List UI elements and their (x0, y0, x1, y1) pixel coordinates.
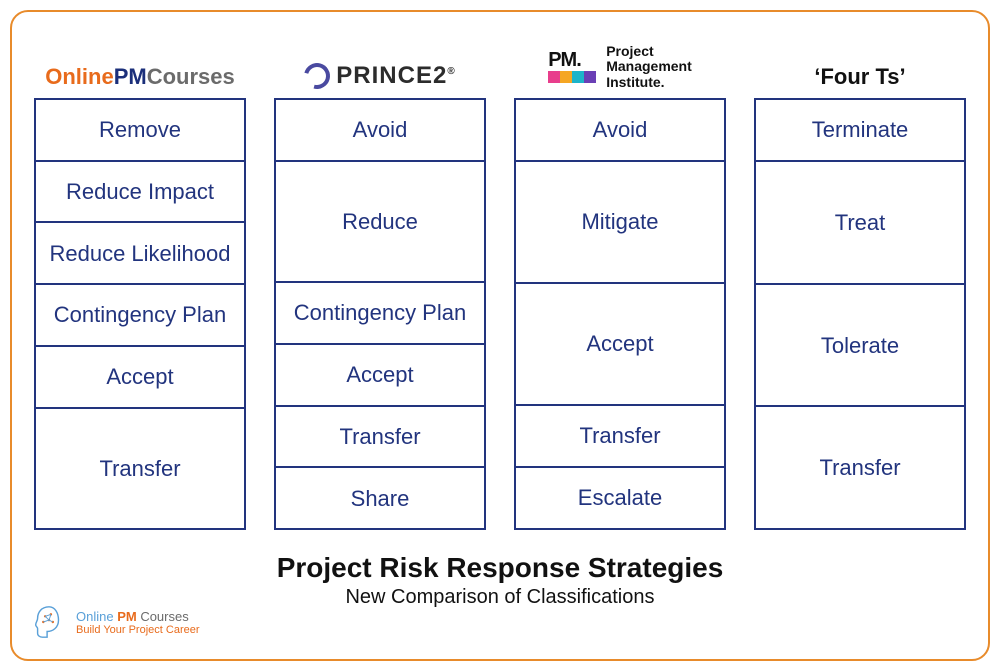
cell-fourts: Treat (756, 160, 964, 283)
columns-container: OnlinePMCoursesRemoveReduce ImpactReduce… (34, 30, 966, 530)
cell-pmi: Escalate (516, 466, 724, 528)
prince2-swirl-icon (300, 58, 336, 94)
column-header-fourts: ‘Four Ts’ (754, 30, 966, 90)
titles-block: Project Risk Response Strategies New Com… (34, 552, 966, 609)
opm-logo-text: OnlinePMCourses (45, 64, 235, 90)
column-fourts: ‘Four Ts’ TerminateTreatTolerateTransfer (754, 30, 966, 530)
fourts-label: ‘Four Ts’ (814, 64, 905, 90)
cell-pmi: Avoid (516, 100, 724, 160)
column-pmi: PM.ProjectManagementInstitute. AvoidMitig… (514, 30, 726, 530)
cell-opm: Transfer (36, 407, 244, 528)
cell-prince2: Reduce (276, 160, 484, 281)
cell-fourts: Terminate (756, 100, 964, 160)
cell-pmi: Accept (516, 282, 724, 404)
cell-prince2: Accept (276, 343, 484, 405)
column-prince2: PRINCE2® AvoidReduceContingency PlanAccep… (274, 30, 486, 530)
cell-prince2: Share (276, 466, 484, 528)
cell-pmi: Transfer (516, 404, 724, 466)
cell-prince2: Contingency Plan (276, 281, 484, 343)
cell-opm: Contingency Plan (36, 283, 244, 345)
cell-opm: Accept (36, 345, 244, 407)
cell-opm: Reduce Impact (36, 160, 244, 222)
column-header-opm: OnlinePMCourses (34, 30, 246, 90)
pmi-logo: PM.ProjectManagementInstitute. (548, 44, 692, 90)
pmi-bars-icon (548, 71, 596, 83)
main-title: Project Risk Response Strategies (34, 552, 966, 584)
footer-line1: Online PM Courses (76, 609, 200, 624)
footer-line2: Build Your Project Career (76, 624, 200, 636)
stack-prince2: AvoidReduceContingency PlanAcceptTransfe… (274, 98, 486, 530)
cell-opm: Remove (36, 100, 244, 160)
cell-opm: Reduce Likelihood (36, 221, 244, 283)
prince2-logo: PRINCE2® (304, 62, 455, 90)
stack-pmi: AvoidMitigateAcceptTransferEscalate (514, 98, 726, 530)
cell-prince2: Transfer (276, 405, 484, 467)
footer-logo: Online PM Courses Build Your Project Car… (30, 603, 200, 641)
footer-text: Online PM Courses Build Your Project Car… (76, 609, 200, 636)
cell-fourts: Transfer (756, 405, 964, 528)
cell-pmi: Mitigate (516, 160, 724, 282)
stack-fourts: TerminateTreatTolerateTransfer (754, 98, 966, 530)
column-header-pmi: PM.ProjectManagementInstitute. (514, 30, 726, 90)
cell-fourts: Tolerate (756, 283, 964, 406)
column-header-prince2: PRINCE2® (274, 30, 486, 90)
cell-prince2: Avoid (276, 100, 484, 160)
brain-icon (30, 603, 68, 641)
comparison-frame: OnlinePMCoursesRemoveReduce ImpactReduce… (10, 10, 990, 661)
column-opm: OnlinePMCourses RemoveReduce ImpactReduce… (34, 30, 246, 530)
stack-opm: RemoveReduce ImpactReduce LikelihoodCont… (34, 98, 246, 530)
